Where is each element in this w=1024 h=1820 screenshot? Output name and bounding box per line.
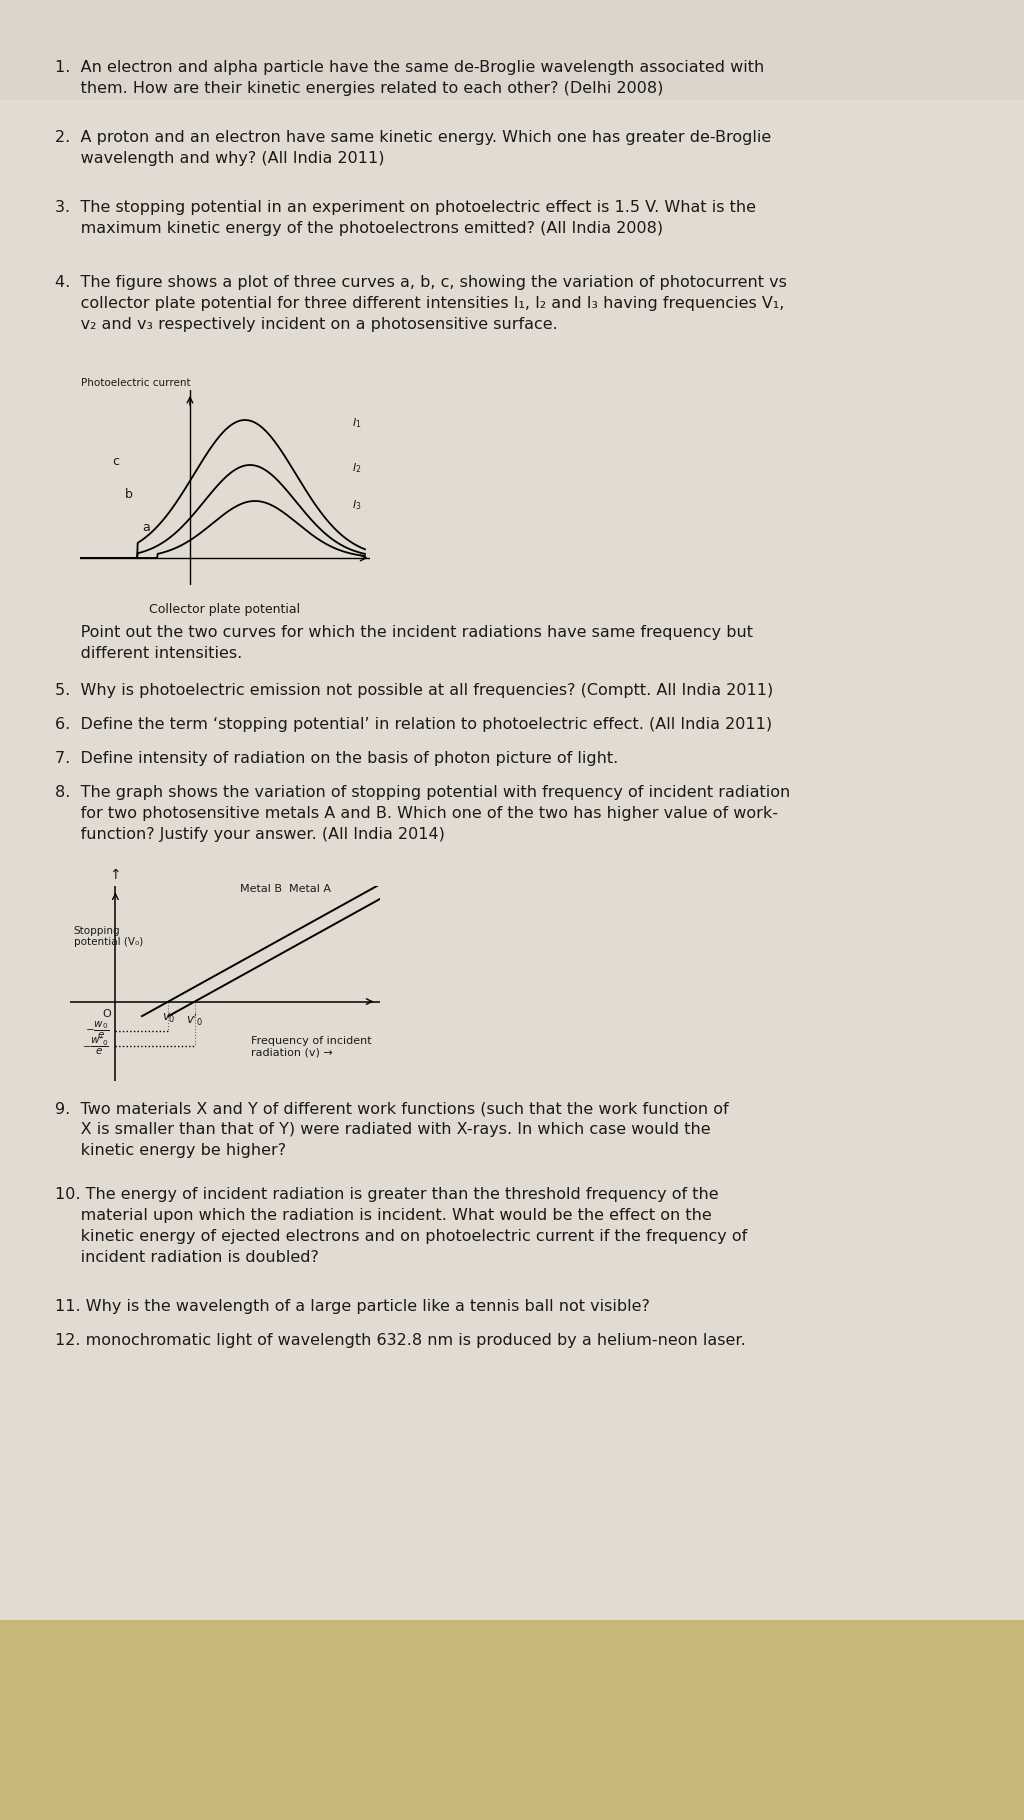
Text: a: a [142,521,151,533]
Bar [0,1620,1024,1820]
Text: ↑: ↑ [110,868,121,883]
Text: 5.  Why is photoelectric emission not possible at all frequencies? (Comptt. All : 5. Why is photoelectric emission not pos… [55,682,773,699]
Text: O: O [102,1008,112,1019]
Text: 7.  Define intensity of radiation on the basis of photon picture of light.: 7. Define intensity of radiation on the … [55,752,618,766]
Text: c: c [113,455,120,468]
Text: 1.  An electron and alpha particle have the same de-Broglie wavelength associate: 1. An electron and alpha particle have t… [55,60,764,96]
Text: $v'_0$: $v'_0$ [186,1012,203,1028]
Text: 9.  Two materials X and Y of different work functions (such that the work functi: 9. Two materials X and Y of different wo… [55,1101,729,1158]
Text: 11. Why is the wavelength of a large particle like a tennis ball not visible?: 11. Why is the wavelength of a large par… [55,1299,650,1314]
Text: Frequency of incident
radiation (v) →: Frequency of incident radiation (v) → [252,1036,372,1057]
Text: $-\dfrac{w'_0}{e}$: $-\dfrac{w'_0}{e}$ [82,1034,110,1057]
Text: $I_1$: $I_1$ [352,417,362,430]
Text: 6.  Define the term ‘stopping potential’ in relation to photoelectric effect. (A: 6. Define the term ‘stopping potential’ … [55,717,772,732]
Text: 2.  A proton and an electron have same kinetic energy. Which one has greater de-: 2. A proton and an electron have same ki… [55,129,771,166]
Text: 8.  The graph shows the variation of stopping potential with frequency of incide: 8. The graph shows the variation of stop… [55,784,791,843]
Text: b: b [125,488,133,501]
Text: 10. The energy of incident radiation is greater than the threshold frequency of : 10. The energy of incident radiation is … [55,1187,748,1265]
Text: 3.  The stopping potential in an experiment on photoelectric effect is 1.5 V. Wh: 3. The stopping potential in an experime… [55,200,756,237]
Bar [0,0,1024,1620]
Text: $v_0$: $v_0$ [162,1012,175,1025]
Text: Collector plate potential: Collector plate potential [150,602,301,615]
Text: $I_2$: $I_2$ [352,460,361,475]
Text: Metal B  Metal A: Metal B Metal A [240,885,331,894]
Text: Photoelectric current: Photoelectric current [81,379,190,388]
Text: Point out the two curves for which the incident radiations have same frequency b: Point out the two curves for which the i… [55,624,753,661]
Text: $I_3$: $I_3$ [352,499,362,513]
Text: 12. monochromatic light of wavelength 632.8 nm is produced by a helium-neon lase: 12. monochromatic light of wavelength 63… [55,1332,745,1349]
Bar [0,0,1024,100]
Text: Stopping
potential (V₀): Stopping potential (V₀) [74,926,143,948]
Text: $-\dfrac{w_0}{e}$: $-\dfrac{w_0}{e}$ [85,1021,110,1041]
Text: 4.  The figure shows a plot of three curves a, b, c, showing the variation of ph: 4. The figure shows a plot of three curv… [55,275,786,331]
